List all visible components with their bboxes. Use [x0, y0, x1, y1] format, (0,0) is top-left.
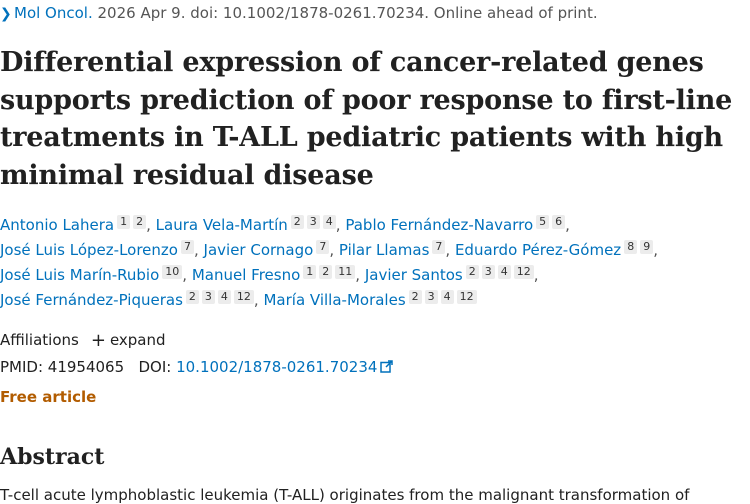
affiliation-number[interactable]: 4: [497, 265, 511, 279]
author-item: Pilar Llamas 7,: [338, 240, 451, 259]
affiliation-number[interactable]: 11: [335, 265, 356, 279]
author-item: Antonio Lahera 1 2,: [0, 215, 151, 234]
author-item: José Luis López-Lorenzo 7,: [0, 240, 199, 259]
affiliation-number[interactable]: 2: [290, 215, 304, 229]
affiliation-number[interactable]: 8: [624, 240, 638, 254]
pmid-value: 41954065: [47, 358, 125, 376]
affiliation-number[interactable]: 2: [185, 290, 199, 304]
affiliations-row: Affiliations + expand: [0, 330, 166, 351]
affiliation-number[interactable]: 1: [117, 215, 131, 229]
affiliations-label: Affiliations: [0, 331, 79, 349]
author-link[interactable]: José Luis López-Lorenzo: [0, 241, 178, 259]
free-article-badge[interactable]: Free article: [0, 388, 97, 406]
author-link[interactable]: Antonio Lahera: [0, 216, 115, 234]
author-item: Manuel Fresno 1 2 11,: [191, 265, 361, 284]
author-link[interactable]: José Fernández-Piqueras: [0, 291, 183, 309]
affiliation-number[interactable]: 4: [322, 215, 336, 229]
author-separator: ,: [653, 241, 658, 259]
affiliation-number[interactable]: 12: [456, 290, 477, 304]
article-title: Differential expression of cancer-relate…: [0, 47, 733, 191]
author-separator: ,: [445, 241, 451, 259]
expand-affiliations-button[interactable]: expand: [109, 331, 166, 349]
author-link[interactable]: Laura Vela-Martín: [155, 216, 288, 234]
author-link[interactable]: Eduardo Pérez-Gómez: [454, 241, 622, 259]
external-link-icon[interactable]: [380, 360, 394, 373]
affiliation-number[interactable]: 3: [481, 265, 495, 279]
affiliation-number[interactable]: 1: [303, 265, 317, 279]
author-item: Pablo Fernández-Navarro 5 6,: [345, 215, 570, 234]
citation-details: 2026 Apr 9. doi: 10.1002/1878-0261.70234…: [92, 4, 598, 22]
author-item: José Fernández-Piqueras 2 3 4 12,: [0, 290, 259, 309]
affiliation-number[interactable]: 5: [536, 215, 550, 229]
identifiers-row: PMID: 41954065 DOI: 10.1002/1878-0261.70…: [0, 358, 394, 376]
affiliation-number[interactable]: 3: [201, 290, 215, 304]
affiliation-number[interactable]: 2: [319, 265, 333, 279]
author-item: Laura Vela-Martín 2 3 4,: [155, 215, 341, 234]
author-separator: ,: [355, 266, 361, 284]
author-separator: ,: [335, 216, 341, 234]
author-item: José Luis Marín-Rubio 10,: [0, 265, 188, 284]
affiliation-number[interactable]: 9: [640, 240, 654, 254]
author-link[interactable]: María Villa-Morales: [263, 291, 406, 309]
affiliation-number[interactable]: 12: [513, 265, 534, 279]
pmid-label: PMID:: [0, 358, 44, 376]
citation-line: ❯ Mol Oncol. 2026 Apr 9. doi: 10.1002/187…: [0, 4, 598, 22]
affiliation-number[interactable]: 7: [180, 240, 194, 254]
affiliation-number[interactable]: 2: [133, 215, 147, 229]
doi-link[interactable]: 10.1002/1878-0261.70234: [176, 358, 378, 376]
author-separator: ,: [253, 291, 259, 309]
author-link[interactable]: Manuel Fresno: [191, 266, 301, 284]
author-item: Eduardo Pérez-Gómez 8 9,: [454, 240, 658, 259]
affiliation-number[interactable]: 4: [217, 290, 231, 304]
author-separator: ,: [193, 241, 199, 259]
affiliation-number[interactable]: 2: [465, 265, 479, 279]
affiliation-number[interactable]: 7: [316, 240, 330, 254]
affiliation-number[interactable]: 3: [424, 290, 438, 304]
author-list: Antonio Lahera 1 2, Laura Vela-Martín 2 3 4, …: [0, 213, 740, 313]
affiliation-number[interactable]: 3: [306, 215, 320, 229]
journal-link[interactable]: Mol Oncol.: [14, 4, 93, 22]
author-item: Javier Cornago 7,: [203, 240, 335, 259]
affiliation-number[interactable]: 12: [233, 290, 254, 304]
affiliation-number[interactable]: 7: [432, 240, 446, 254]
author-link[interactable]: Pilar Llamas: [338, 241, 430, 259]
author-link[interactable]: Javier Santos: [364, 266, 463, 284]
author-link[interactable]: Javier Cornago: [203, 241, 314, 259]
author-separator: ,: [146, 216, 151, 234]
author-separator: ,: [533, 266, 539, 284]
plus-icon[interactable]: +: [90, 330, 106, 351]
affiliation-number[interactable]: 2: [408, 290, 422, 304]
affiliation-number[interactable]: 10: [162, 265, 183, 279]
chevron-right-icon[interactable]: ❯: [0, 6, 12, 22]
affiliation-number[interactable]: 4: [440, 290, 454, 304]
author-item: Javier Santos 2 3 4 12,: [364, 265, 539, 284]
author-separator: ,: [329, 241, 335, 259]
author-item: María Villa-Morales 2 3 4 12: [263, 290, 477, 309]
doi-label: DOI:: [138, 358, 172, 376]
abstract-text: T-cell acute lymphoblastic leukemia (T-A…: [0, 486, 690, 504]
author-link[interactable]: José Luis Marín-Rubio: [0, 266, 160, 284]
abstract-heading: Abstract: [0, 444, 105, 470]
author-link[interactable]: Pablo Fernández-Navarro: [345, 216, 534, 234]
author-separator: ,: [565, 216, 570, 234]
affiliation-number[interactable]: 6: [552, 215, 566, 229]
author-separator: ,: [182, 266, 188, 284]
